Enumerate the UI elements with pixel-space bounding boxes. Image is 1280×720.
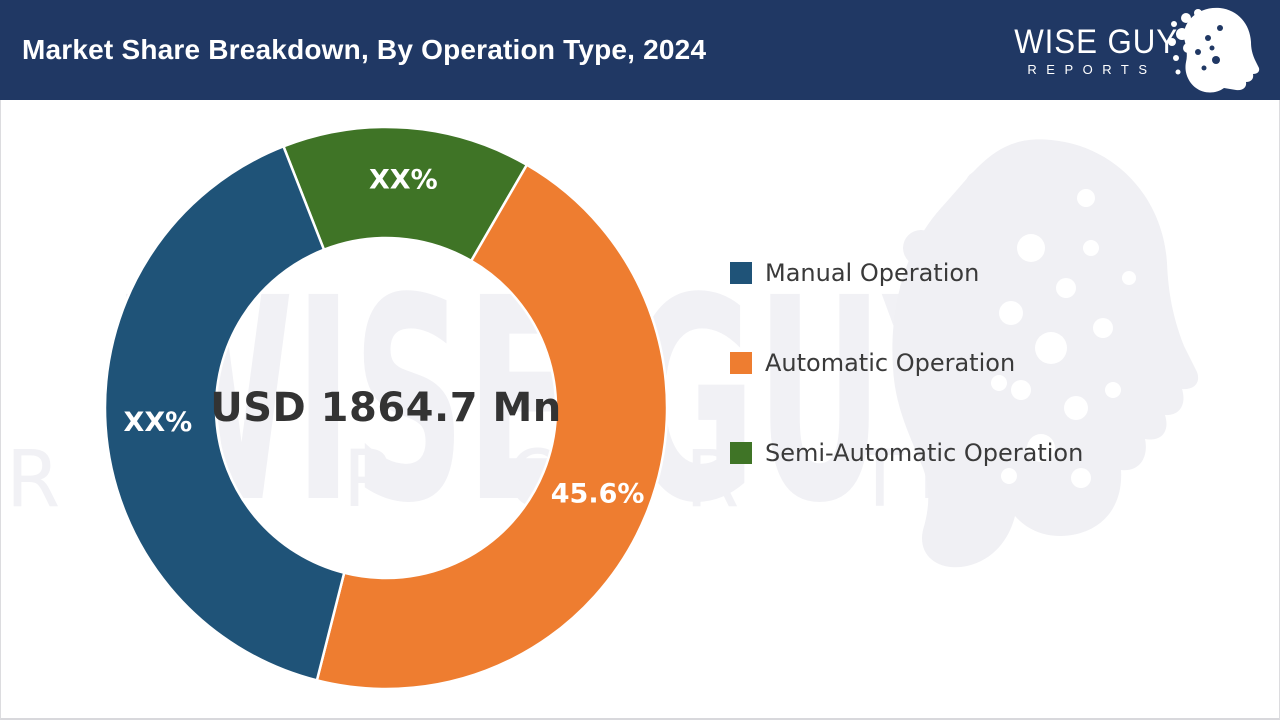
legend-swatch-blue <box>730 262 752 284</box>
logo-wordmark: WISE GUY REPORTS <box>1000 25 1178 76</box>
donut-segment-1 <box>315 163 669 691</box>
legend-item-automatic-operation: Automatic Operation <box>730 349 1083 377</box>
slice-label-0: XX% <box>369 165 438 196</box>
watermark-face-dots <box>892 139 1199 568</box>
wise-guy-reports-logo: WISE GUY REPORTS <box>1000 4 1266 96</box>
legend-label: Semi-Automatic Operation <box>765 439 1084 467</box>
legend-swatch-green <box>730 442 752 464</box>
donut-chart: XX% 45.6% XX% <box>86 108 686 712</box>
legend-item-manual-operation: Manual Operation <box>730 259 1083 287</box>
chart-area: WISE GUY R E P O R T S <box>0 100 1280 720</box>
donut-svg: XX% 45.6% XX% <box>103 125 669 691</box>
donut-center-value: USD 1864.7 Mn <box>210 385 562 431</box>
header-bar: Market Share Breakdown, By Operation Typ… <box>0 0 1280 100</box>
donut-segment-2 <box>103 145 346 682</box>
legend-swatch-orange <box>730 352 752 374</box>
slice-label-1: 45.6% <box>551 479 645 510</box>
legend-label: Automatic Operation <box>765 349 1016 377</box>
logo-line1: WISE GUY <box>1014 22 1178 61</box>
legend-label: Manual Operation <box>765 259 980 287</box>
logo-line2: REPORTS <box>1027 61 1157 77</box>
legend-item-semi-automatic-operation: Semi-Automatic Operation <box>730 439 1083 467</box>
slice-label-2: XX% <box>124 407 193 438</box>
page-title: Market Share Breakdown, By Operation Typ… <box>22 34 707 65</box>
legend: Manual Operation Automatic Operation Sem… <box>730 259 1083 467</box>
logo-face-icon <box>1168 7 1260 93</box>
